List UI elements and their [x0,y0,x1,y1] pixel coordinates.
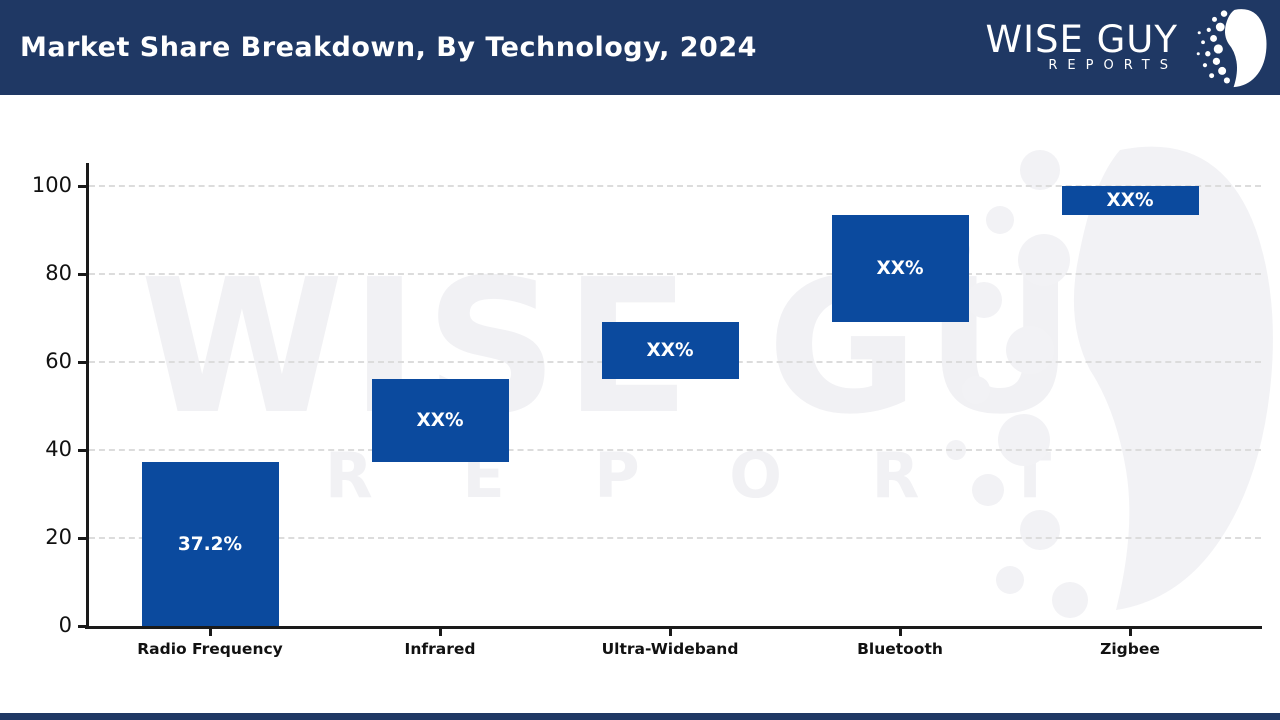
x-tick-label-bluetooth: Bluetooth [857,640,943,658]
gridline-40 [89,449,1261,451]
bar-label-zigbee: XX% [1106,189,1154,211]
y-tick-label-40: 40 [45,437,72,461]
x-tick-mark-ultra-wideband [669,628,672,636]
logo-text: WISE GUY REPORTS [986,21,1178,73]
y-tick-mark-20 [78,537,87,540]
x-axis-line [85,626,1262,629]
bar-label-bluetooth: XX% [876,257,924,279]
y-tick-mark-40 [78,449,87,452]
y-tick-label-0: 0 [58,613,72,637]
gridline-80 [89,273,1261,275]
gridline-20 [89,537,1261,539]
x-tick-label-zigbee: Zigbee [1100,640,1160,658]
y-tick-label-20: 20 [45,525,72,549]
y-tick-mark-60 [78,361,87,364]
logo-subtitle: REPORTS [1048,58,1178,74]
y-axis-line [86,163,89,628]
footer-strip [0,713,1280,720]
y-tick-label-60: 60 [45,349,72,373]
bar-label-ultra-wideband: XX% [646,340,694,362]
y-tick-label-100: 100 [31,173,72,197]
x-tick-label-ultra-wideband: Ultra-Wideband [601,640,739,658]
header: Market Share Breakdown, By Technology, 2… [0,0,1280,95]
bar-bluetooth: XX% [831,214,969,323]
gridline-100 [89,185,1261,187]
bar-label-infrared: XX% [416,410,464,432]
y-tick-mark-100 [78,185,87,188]
bar-infrared: XX% [371,378,509,463]
y-tick-mark-0 [78,625,87,628]
logo-face-icon [1196,8,1267,87]
chart-title: Market Share Breakdown, By Technology, 2… [20,32,757,63]
x-tick-label-radio-frequency: Radio Frequency [137,640,283,658]
x-tick-label-infrared: Infrared [404,640,476,658]
y-tick-label-80: 80 [45,261,72,285]
bar-label-radio-frequency: 37.2% [177,533,243,555]
bar-radio-frequency: 37.2% [141,462,279,626]
x-tick-mark-bluetooth [899,628,902,636]
x-tick-mark-radio-frequency [209,628,212,636]
bar-zigbee: XX% [1061,186,1199,215]
x-tick-mark-infrared [439,628,442,636]
bar-ultra-wideband: XX% [601,322,739,379]
wiseguy-logo: WISE GUY REPORTS [986,6,1280,90]
logo-wordmark: WISE GUY [985,18,1178,62]
y-tick-mark-80 [78,273,87,276]
x-tick-mark-zigbee [1129,628,1132,636]
